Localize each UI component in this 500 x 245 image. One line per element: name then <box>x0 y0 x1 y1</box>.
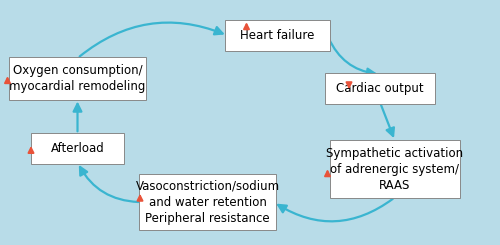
Text: Vasoconstriction/sodium
and water retention
Peripheral resistance: Vasoconstriction/sodium and water retent… <box>136 180 280 225</box>
FancyBboxPatch shape <box>138 174 276 230</box>
FancyBboxPatch shape <box>31 133 124 164</box>
FancyBboxPatch shape <box>330 140 460 198</box>
FancyBboxPatch shape <box>8 57 146 100</box>
FancyBboxPatch shape <box>225 20 330 51</box>
FancyBboxPatch shape <box>325 73 435 103</box>
Text: Cardiac output: Cardiac output <box>336 82 424 95</box>
Text: Sympathetic activation
of adrenergic system/
RAAS: Sympathetic activation of adrenergic sys… <box>326 147 464 192</box>
Text: Oxygen consumption/
myocardial remodeling: Oxygen consumption/ myocardial remodelin… <box>10 64 145 93</box>
Text: Afterload: Afterload <box>50 142 104 155</box>
Text: Heart failure: Heart failure <box>240 29 314 42</box>
